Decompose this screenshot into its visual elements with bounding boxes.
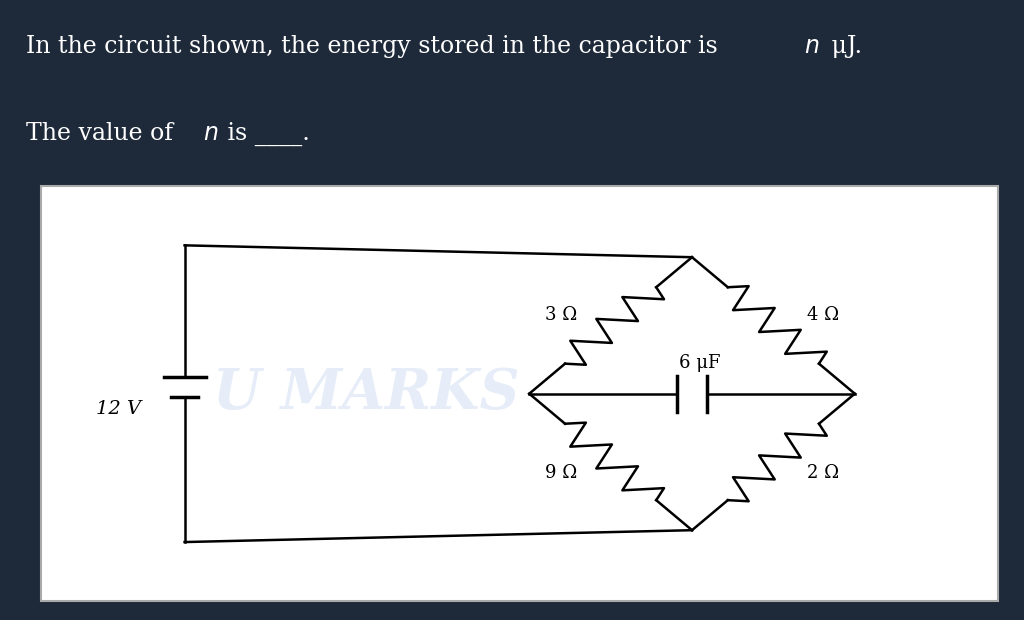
Text: 3 Ω: 3 Ω: [545, 306, 577, 324]
Text: 4 Ω: 4 Ω: [807, 306, 840, 324]
Text: is ____.: is ____.: [220, 122, 310, 146]
Text: $n$: $n$: [203, 122, 218, 144]
Text: 12 V: 12 V: [96, 399, 141, 417]
Text: The value of: The value of: [26, 122, 180, 144]
Text: μJ.: μJ.: [824, 35, 862, 58]
Text: In the circuit shown, the energy stored in the capacitor is: In the circuit shown, the energy stored …: [26, 35, 725, 58]
Text: 6 μF: 6 μF: [679, 354, 721, 372]
Text: U MARKS: U MARKS: [213, 366, 520, 421]
Text: 2 Ω: 2 Ω: [807, 464, 840, 482]
Text: $n$: $n$: [804, 35, 819, 58]
Text: 9 Ω: 9 Ω: [545, 464, 577, 482]
